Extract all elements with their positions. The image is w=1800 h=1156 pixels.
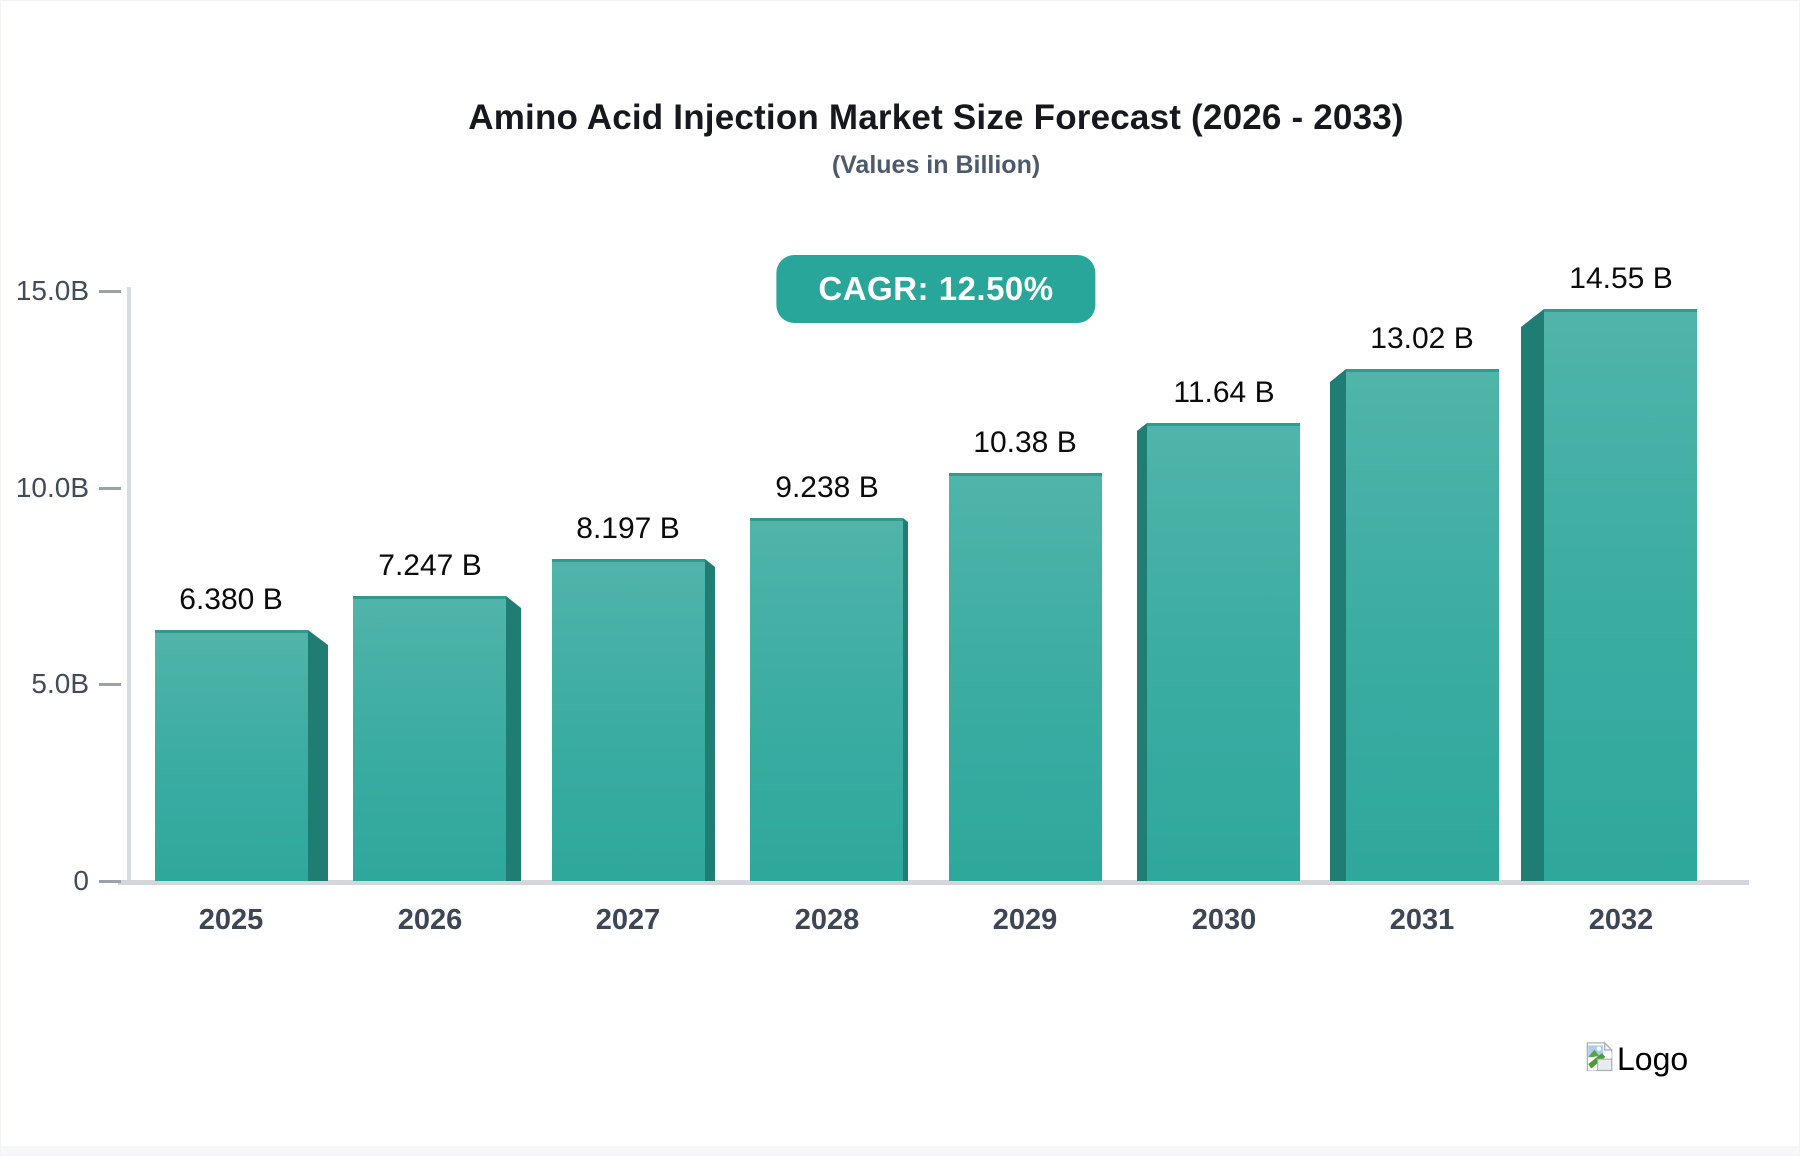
y-axis-tick — [99, 487, 121, 490]
chart-title: Amino Acid Injection Market Size Forecas… — [468, 98, 1404, 137]
bar-3d-side — [308, 630, 328, 881]
bottom-edge-strip — [1, 1146, 1799, 1155]
bar-value-label: 13.02 B — [1370, 322, 1474, 355]
bar-3d-side — [903, 518, 908, 881]
bar[interactable] — [1147, 423, 1300, 881]
x-axis-baseline — [118, 880, 1749, 885]
bar-3d-side — [506, 596, 521, 881]
bar-value-label: 14.55 B — [1569, 262, 1673, 295]
logo: Logo — [1584, 1041, 1688, 1078]
y-tick-label: 5.0B — [31, 668, 89, 699]
bar-value-label: 7.247 B — [378, 549, 482, 582]
y-axis-line — [127, 287, 131, 885]
x-tick-label: 2032 — [1588, 904, 1654, 936]
y-axis-tick — [99, 880, 121, 883]
y-tick-label: 15.0B — [15, 275, 89, 306]
y-axis-tick — [99, 290, 121, 293]
cagr-badge: CAGR: 12.50% — [776, 255, 1096, 323]
x-tick-label: 2029 — [992, 904, 1058, 936]
x-tick-label: 2031 — [1389, 904, 1455, 936]
logo-alt-text: Logo — [1617, 1041, 1689, 1077]
bar[interactable] — [750, 518, 903, 881]
y-tick-label: 0 — [73, 865, 89, 896]
broken-image-icon — [1584, 1041, 1615, 1078]
x-tick-label: 2026 — [397, 904, 463, 936]
bar[interactable] — [155, 630, 308, 881]
bar-value-label: 6.380 B — [179, 583, 283, 616]
y-tick-label: 10.0B — [15, 472, 89, 503]
x-tick-label: 2030 — [1191, 904, 1257, 936]
y-axis-tick — [99, 683, 121, 686]
bar[interactable] — [1544, 309, 1697, 881]
x-tick-label: 2028 — [794, 904, 860, 936]
bar[interactable] — [1346, 369, 1499, 881]
bar-value-label: 8.197 B — [576, 512, 680, 545]
chart-subtitle: (Values in Billion) — [831, 151, 1041, 179]
bar-3d-side — [705, 559, 715, 881]
bar-3d-side — [1521, 309, 1544, 881]
bar-value-label: 11.64 B — [1173, 376, 1275, 409]
bar-3d-side — [1137, 423, 1147, 881]
bar[interactable] — [552, 559, 705, 881]
bar-value-label: 9.238 B — [775, 471, 879, 504]
bar[interactable] — [949, 473, 1102, 881]
x-tick-label: 2027 — [595, 904, 661, 936]
bar-value-label: 10.38 B — [973, 426, 1077, 459]
bar[interactable] — [353, 596, 506, 881]
bar-3d-side — [1330, 369, 1346, 881]
x-tick-label: 2025 — [198, 904, 264, 936]
